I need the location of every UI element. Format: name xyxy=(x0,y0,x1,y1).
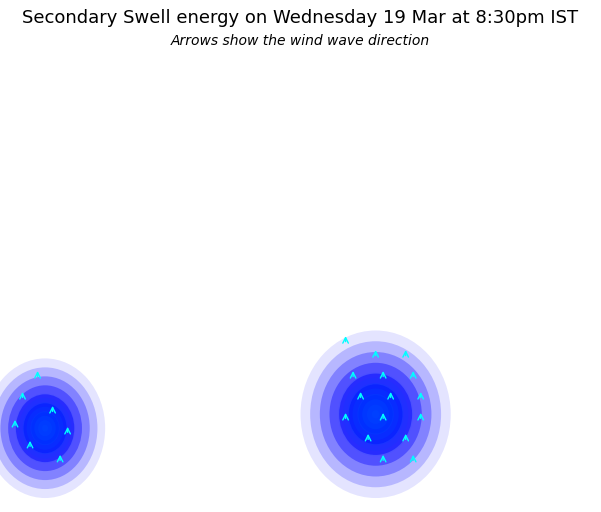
Ellipse shape xyxy=(1,376,90,480)
Ellipse shape xyxy=(38,420,52,436)
Ellipse shape xyxy=(339,374,412,455)
Ellipse shape xyxy=(34,416,56,441)
Ellipse shape xyxy=(16,394,75,462)
Ellipse shape xyxy=(300,330,451,498)
Ellipse shape xyxy=(0,368,97,489)
Ellipse shape xyxy=(349,385,403,444)
Ellipse shape xyxy=(23,402,67,454)
Ellipse shape xyxy=(23,403,67,453)
Ellipse shape xyxy=(372,410,379,418)
Ellipse shape xyxy=(358,394,394,435)
Ellipse shape xyxy=(39,421,51,435)
Ellipse shape xyxy=(343,378,408,451)
Ellipse shape xyxy=(310,341,441,487)
Ellipse shape xyxy=(42,425,48,432)
Ellipse shape xyxy=(329,363,422,466)
Ellipse shape xyxy=(31,411,59,445)
Ellipse shape xyxy=(8,386,82,471)
Ellipse shape xyxy=(362,399,389,429)
Text: Arrows show the wind wave direction: Arrows show the wind wave direction xyxy=(171,34,430,48)
Ellipse shape xyxy=(338,372,413,456)
Ellipse shape xyxy=(19,398,72,459)
Ellipse shape xyxy=(367,404,384,424)
Ellipse shape xyxy=(0,358,105,498)
Ellipse shape xyxy=(15,393,75,463)
Ellipse shape xyxy=(348,383,403,445)
Ellipse shape xyxy=(358,395,393,433)
Ellipse shape xyxy=(26,407,64,450)
Ellipse shape xyxy=(320,352,432,477)
Text: Secondary Swell energy on Wednesday 19 Mar at 8:30pm IST: Secondary Swell energy on Wednesday 19 M… xyxy=(22,9,579,27)
Ellipse shape xyxy=(368,406,383,422)
Ellipse shape xyxy=(31,412,59,444)
Ellipse shape xyxy=(353,389,398,440)
